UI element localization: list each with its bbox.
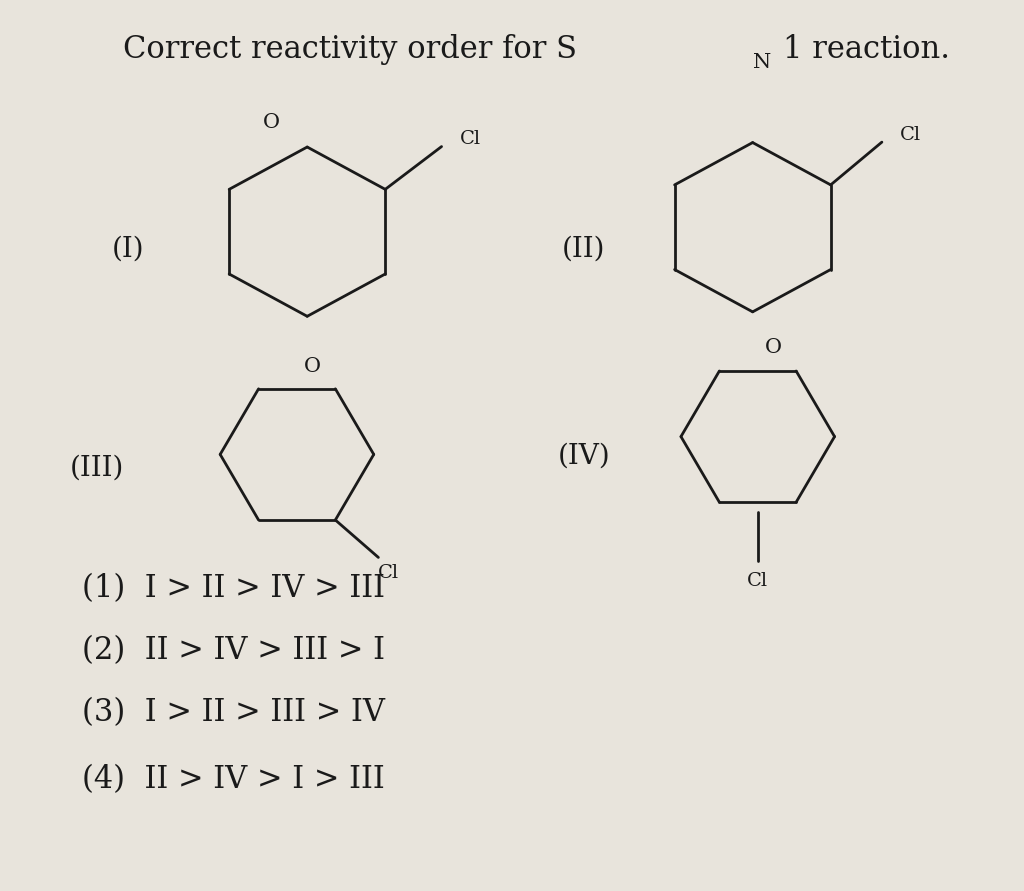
Text: N: N (753, 53, 771, 72)
Text: Cl: Cl (900, 126, 922, 144)
Text: (II): (II) (562, 236, 605, 263)
Text: O: O (765, 339, 781, 357)
Text: O: O (304, 357, 321, 376)
Text: Cl: Cl (460, 130, 481, 149)
Text: (IV): (IV) (557, 443, 610, 470)
Text: O: O (263, 112, 280, 132)
Text: (4)  II > IV > I > III: (4) II > IV > I > III (82, 764, 385, 795)
Text: (3)  I > II > III > IV: (3) I > II > III > IV (82, 698, 385, 728)
Text: (III): (III) (70, 454, 125, 481)
Text: (2)  II > IV > III > I: (2) II > IV > III > I (82, 635, 385, 666)
Text: Correct reactivity order for S: Correct reactivity order for S (123, 34, 577, 64)
Text: 1 reaction.: 1 reaction. (783, 34, 950, 64)
Text: (1)  I > II > IV > III: (1) I > II > IV > III (82, 573, 385, 603)
Text: Cl: Cl (748, 572, 768, 590)
Text: Cl: Cl (378, 565, 399, 583)
Text: (I): (I) (112, 236, 144, 263)
